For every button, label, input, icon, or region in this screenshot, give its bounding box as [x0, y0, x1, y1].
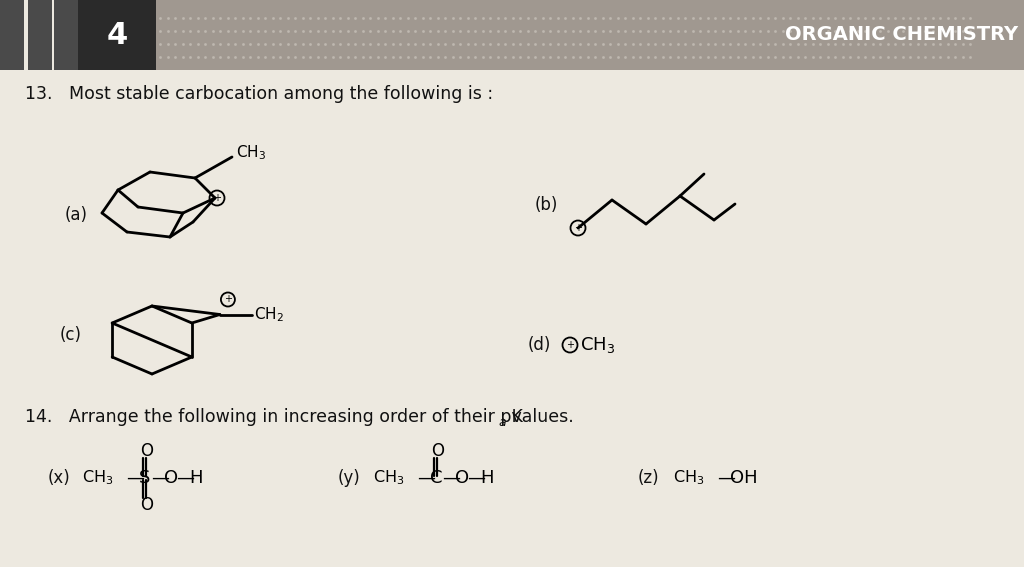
Text: (x): (x) — [48, 469, 71, 487]
Text: —: — — [176, 469, 194, 487]
Text: —: — — [442, 469, 460, 487]
FancyBboxPatch shape — [78, 0, 156, 70]
Text: CH$_2$: CH$_2$ — [254, 305, 284, 324]
Text: —: — — [126, 469, 144, 487]
Text: 4: 4 — [106, 20, 128, 49]
Text: S: S — [139, 469, 151, 487]
Text: (y): (y) — [338, 469, 360, 487]
Text: (c): (c) — [60, 326, 82, 344]
Text: 13.   Most stable carbocation among the following is :: 13. Most stable carbocation among the fo… — [25, 85, 494, 103]
Text: H: H — [189, 469, 203, 487]
Text: O: O — [164, 469, 178, 487]
Text: (d): (d) — [528, 336, 551, 354]
Text: —: — — [467, 469, 485, 487]
Text: CH$_3$: CH$_3$ — [236, 143, 266, 162]
Text: values.: values. — [506, 408, 573, 426]
Text: a: a — [498, 416, 506, 429]
Text: 14.   Arrange the following in increasing order of their pK: 14. Arrange the following in increasing … — [25, 408, 523, 426]
Text: (b): (b) — [535, 196, 558, 214]
Text: (z): (z) — [638, 469, 659, 487]
FancyBboxPatch shape — [28, 0, 52, 70]
Text: —: — — [717, 469, 735, 487]
Text: +: + — [566, 340, 574, 350]
FancyBboxPatch shape — [78, 0, 1024, 70]
Text: C: C — [430, 469, 442, 487]
FancyBboxPatch shape — [0, 0, 24, 70]
Text: —: — — [151, 469, 169, 487]
Text: +: + — [574, 223, 582, 233]
Text: —: — — [417, 469, 435, 487]
Text: CH$_3$: CH$_3$ — [82, 469, 114, 488]
Text: H: H — [480, 469, 494, 487]
Text: O: O — [140, 442, 153, 460]
Text: OH: OH — [730, 469, 758, 487]
Text: ORGANIC CHEMISTRY: ORGANIC CHEMISTRY — [784, 26, 1018, 44]
Text: CH$_3$: CH$_3$ — [673, 469, 705, 488]
FancyBboxPatch shape — [54, 0, 78, 70]
Text: +: + — [224, 294, 231, 304]
Text: CH$_3$: CH$_3$ — [580, 335, 615, 355]
Text: O: O — [431, 442, 444, 460]
Text: CH$_3$: CH$_3$ — [373, 469, 404, 488]
Text: +: + — [213, 193, 221, 203]
Text: O: O — [455, 469, 469, 487]
Text: O: O — [140, 496, 153, 514]
Text: (a): (a) — [65, 206, 88, 224]
